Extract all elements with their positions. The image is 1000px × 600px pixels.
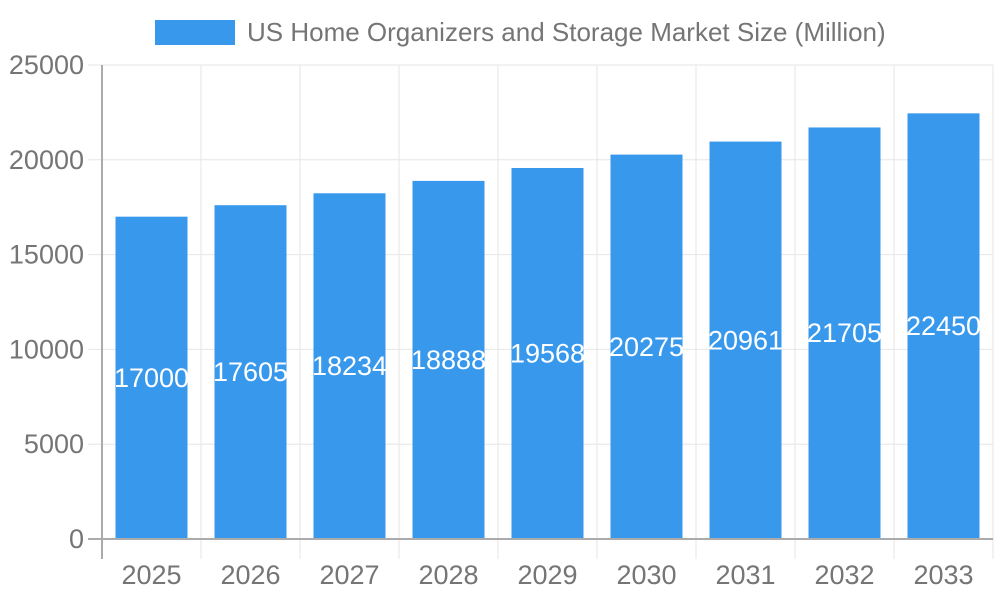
legend-swatch	[155, 20, 235, 45]
bar	[907, 113, 980, 540]
bar-value-label: 18888	[411, 345, 486, 375]
bar-value-label: 20961	[708, 325, 783, 355]
bar-value-label: 22450	[906, 311, 981, 341]
bar-value-label: 20275	[609, 332, 684, 362]
bar-value-label: 19568	[510, 338, 585, 368]
bar-value-label: 17605	[213, 357, 288, 387]
y-tick-label: 5000	[24, 429, 84, 459]
y-tick-label: 10000	[9, 334, 84, 364]
bar	[214, 205, 287, 539]
bar-value-label: 18234	[312, 351, 387, 381]
bar-value-label: 21705	[807, 318, 882, 348]
x-tick-label: 2028	[418, 560, 478, 590]
bar	[808, 127, 881, 539]
x-tick-label: 2029	[517, 560, 577, 590]
bar	[313, 193, 386, 539]
y-tick-label: 20000	[9, 145, 84, 175]
bar	[709, 141, 782, 539]
y-tick-label: 25000	[9, 50, 84, 80]
bar	[115, 216, 188, 539]
y-tick-label: 15000	[9, 240, 84, 270]
x-tick-label: 2025	[121, 560, 181, 590]
x-tick-label: 2031	[715, 560, 775, 590]
bar	[412, 180, 485, 539]
bar-value-label: 17000	[114, 363, 189, 393]
x-tick-label: 2032	[814, 560, 874, 590]
x-tick-label: 2030	[616, 560, 676, 590]
bar	[511, 167, 584, 539]
chart-legend: US Home Organizers and Storage Market Si…	[155, 17, 886, 47]
legend-label: US Home Organizers and Storage Market Si…	[247, 17, 886, 47]
x-tick-label: 2033	[913, 560, 973, 590]
x-tick-label: 2027	[319, 560, 379, 590]
bar	[610, 154, 683, 539]
y-tick-label: 0	[69, 524, 84, 554]
x-tick-label: 2026	[220, 560, 280, 590]
